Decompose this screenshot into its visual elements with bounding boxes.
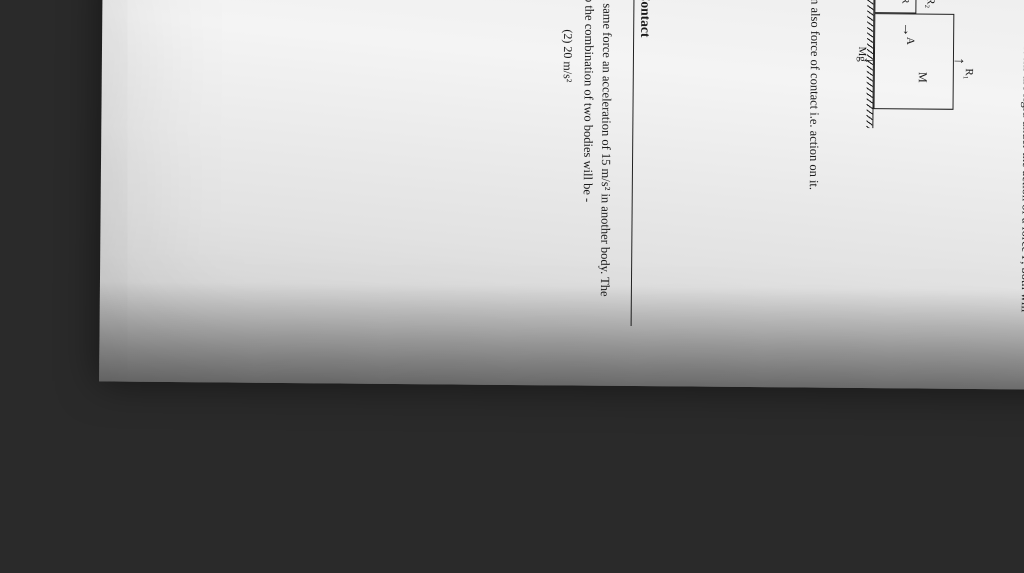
equation-f: f = Ma = MF M + m = 2×3 2+1 = 2N xyxy=(761,0,802,327)
figure-label-Mg: Mg xyxy=(853,46,869,61)
example-body: A force produces an acceleration of 5 m/… xyxy=(549,0,619,326)
equation-fprime: f ' = ma = mF M + m = 1×3 2+1 = 1 N xyxy=(671,0,712,327)
section-2: Example based on Acceleration of system … xyxy=(549,0,656,326)
figure-label-R2: R₂ xyxy=(921,0,937,8)
topic-bar-2: Example based on Acceleration of system … xyxy=(622,0,657,326)
arrow-right-icon: → xyxy=(899,22,914,37)
solution-body: All the forces acting on the two blocks … xyxy=(665,0,1024,330)
example-25: Ex.25 A force produces an acceleration o… xyxy=(549,0,619,326)
figure-label-M: M xyxy=(913,72,930,83)
hence-line: Hence correct answer is (1) xyxy=(737,0,760,327)
options-grid: (1) 3.75 m/s² (2) 20 m/s² xyxy=(556,0,579,326)
figure-label-R1: R₁ xyxy=(959,68,975,79)
topic-title-2: Acceleration of system when Two Block ar… xyxy=(631,0,656,326)
figure-label-R: R xyxy=(897,0,912,4)
option-1: (1) 3.75 m/s² xyxy=(559,0,579,14)
text-line: Now as the mass of larger block is m and… xyxy=(803,0,826,328)
arrow-up-icon: ↑ xyxy=(951,57,966,65)
figure-blocks: F → m M R → A ↑ R₂ ↑ R₁ ↓ mg ↓ Mg xyxy=(858,0,992,153)
note-row: Note: If the force is applied to M, its … xyxy=(712,0,737,327)
example-text: A force produces an acceleration of 5 m/… xyxy=(581,0,617,297)
equation-a: a = F/(m+M) = 3/(1+2) = 1 m/s² xyxy=(826,0,849,328)
option-2: (2) 20 m/s² xyxy=(556,29,576,325)
solution-1: Sol.(1) All the forces acting on the two… xyxy=(665,0,1024,330)
page-paper: Example based on are in Contact Ex.24 Tw… xyxy=(99,0,1024,391)
solution-para: All the forces acting on the two blocks … xyxy=(998,0,1024,330)
figure-label-A: A xyxy=(901,37,917,45)
